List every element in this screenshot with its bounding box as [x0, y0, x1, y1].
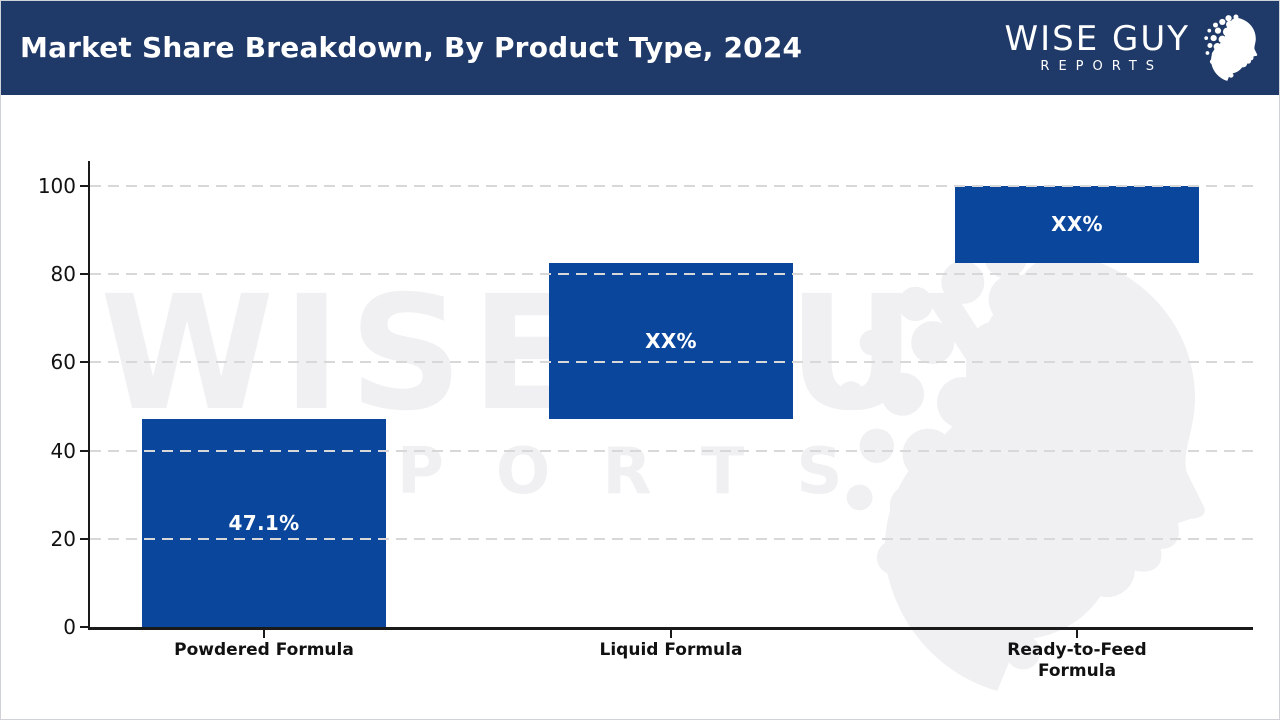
x-tick-mark — [670, 630, 672, 638]
y-tick-mark — [80, 626, 88, 628]
y-tick-label: 0 — [63, 615, 76, 639]
y-tick-mark — [80, 449, 88, 452]
y-tick-label: 60 — [50, 350, 76, 375]
bar-value-label: 47.1% — [228, 511, 300, 536]
y-tick-label: 100 — [37, 174, 76, 198]
y-tick-label: 80 — [50, 262, 76, 287]
logo-subtitle: REPORTS — [1040, 58, 1164, 74]
bar: XX% — [549, 262, 793, 420]
y-axis-spine — [88, 161, 90, 629]
watermark-face-icon — [808, 223, 1238, 703]
y-tick-mark — [80, 273, 88, 276]
y-tick-label: 40 — [50, 438, 76, 463]
wise-guy-reports-logo: WISE GUY REPORTS — [1004, 9, 1262, 87]
grid-line — [90, 361, 1253, 364]
grid-line — [90, 273, 1253, 276]
y-tick-mark — [80, 185, 88, 187]
x-tick-mark — [1076, 630, 1078, 638]
page-title: Market Share Breakdown, By Product Type,… — [20, 31, 803, 64]
logo-face-icon — [1200, 9, 1262, 87]
x-category-label: Powdered Formula — [174, 640, 354, 660]
x-axis-spine — [88, 627, 1253, 630]
y-tick-mark — [80, 537, 88, 540]
y-tick-label: 20 — [50, 526, 76, 551]
grid-line — [90, 449, 1253, 452]
x-category-label: Ready-to-Feed Formula — [1007, 640, 1147, 681]
chart-area: WISE GUY REPORTS 0 20 40 60 80 100 47.1% Powder… — [0, 95, 1280, 720]
bar-value-label: XX% — [645, 328, 697, 353]
x-tick-mark — [263, 630, 265, 638]
bar: XX% — [955, 186, 1199, 263]
grid-line — [90, 537, 1253, 540]
logo-wordmark: WISE GUY — [1004, 18, 1190, 59]
y-tick-mark — [80, 361, 88, 364]
header-bar: Market Share Breakdown, By Product Type,… — [0, 0, 1280, 95]
logo-text: WISE GUY REPORTS — [1004, 22, 1190, 74]
x-category-label: Liquid Formula — [599, 640, 743, 660]
grid-line — [90, 185, 1253, 187]
bar-value-label: XX% — [1051, 212, 1103, 237]
bar: 47.1% — [142, 419, 386, 627]
